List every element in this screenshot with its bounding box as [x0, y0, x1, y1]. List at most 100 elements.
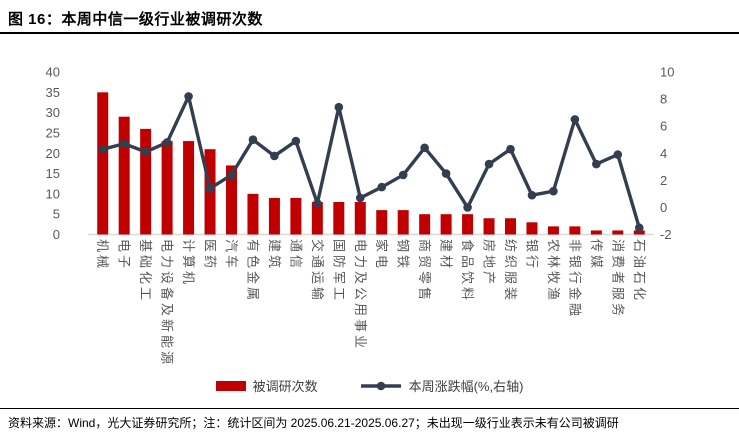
left-axis-tick: 10: [46, 186, 60, 201]
bar: [247, 193, 259, 235]
bar: [569, 226, 581, 235]
x-axis-label: 农林牧渔: [546, 239, 561, 303]
bar: [462, 214, 474, 235]
x-axis-label: 基础化工: [138, 239, 153, 303]
x-axis-label: 电力及公用事业: [353, 239, 368, 351]
bar: [483, 218, 495, 235]
bar: [311, 202, 323, 235]
bar: [268, 197, 280, 235]
line-point: [463, 203, 472, 212]
legend-label: 本周涨跌幅(%,右轴): [408, 379, 524, 394]
x-axis-label: 机械: [95, 239, 110, 271]
line-point: [506, 144, 515, 154]
left-axis-tick: 5: [53, 207, 60, 222]
line-point: [355, 193, 365, 203]
line-point: [162, 138, 172, 147]
bar: [376, 210, 388, 235]
x-axis-label: 商贸零售: [417, 239, 432, 303]
bar: [440, 214, 452, 235]
x-axis-label: 建材: [439, 239, 454, 271]
left-axis-tick: 40: [46, 65, 60, 80]
line-point: [334, 102, 344, 112]
right-axis-tick: -2: [660, 227, 672, 242]
line-point: [270, 151, 279, 161]
line-point: [549, 186, 558, 196]
line-dot-swatch-icon: [360, 381, 401, 390]
bar: [140, 128, 152, 235]
line-point: [119, 139, 129, 149]
line-point: [613, 150, 623, 159]
footer-rule: [0, 408, 739, 409]
right-axis-tick: 4: [660, 146, 667, 161]
x-axis-label: 房地产: [482, 239, 497, 287]
x-axis-label: 汽车: [224, 239, 239, 271]
x-axis-label: 消费者服务: [610, 239, 625, 319]
bar: [419, 214, 431, 235]
x-axis-label: 有色金属: [245, 239, 260, 303]
left-axis-tick: 35: [46, 85, 60, 100]
line-point: [441, 169, 451, 178]
line-point: [227, 170, 236, 180]
right-axis-tick: 2: [660, 173, 667, 188]
line-point: [98, 144, 108, 154]
x-axis-label: 石油石化: [632, 239, 647, 303]
x-axis-label: 医药: [203, 239, 218, 271]
right-axis-tick: 10: [660, 65, 674, 80]
x-axis-label: 非银行金融: [567, 239, 582, 319]
legend-item-line-series: 本周涨跌幅(%,右轴): [360, 376, 524, 395]
left-axis-tick: 20: [46, 146, 60, 161]
figure-title: 图 16：本周中信一级行业被调研次数: [8, 11, 263, 28]
line-point: [484, 159, 494, 169]
bar-swatch-icon: [215, 380, 246, 391]
bar: [290, 197, 302, 235]
x-axis-label: 食品饮料: [460, 239, 475, 303]
bar: [397, 210, 409, 235]
line-point: [527, 190, 537, 200]
left-axis-tick: 0: [53, 227, 60, 242]
bar: [118, 116, 130, 235]
line-point: [570, 115, 580, 124]
left-axis-tick: 15: [46, 166, 60, 181]
x-axis-label: 银行: [524, 239, 539, 271]
bar: [612, 230, 624, 235]
chart-canvas: 0 5 10 15 20 25 30 35 40 -2 0 2 4 6 8 10 机械 电子 基础化工 电力设备及新能…: [46, 65, 675, 368]
right-axis-tick: 8: [660, 92, 667, 107]
x-axis-label: 电力设备及新能源: [160, 239, 175, 367]
x-axis-label: 计算机: [181, 239, 196, 287]
right-axis-tick: 0: [660, 200, 667, 215]
line-point: [377, 182, 387, 192]
line-point: [420, 143, 429, 153]
title-rule: [0, 32, 739, 34]
bar: [226, 165, 237, 235]
bar: [97, 92, 109, 235]
x-axis-label: 纺织服装: [503, 239, 518, 303]
bar: [547, 226, 559, 235]
x-axis-label: 电子: [117, 239, 132, 271]
x-axis-label: 建筑: [267, 239, 282, 271]
x-axis-label: 通信: [288, 239, 303, 271]
x-axis-label: 家电: [374, 239, 389, 271]
chart-legend: 被调研次数 本周涨跌幅(%,右轴): [0, 376, 739, 395]
line-point: [398, 170, 408, 180]
legend-label: 被调研次数: [252, 379, 318, 394]
bar: [526, 222, 538, 235]
left-axis-tick: 25: [46, 125, 60, 140]
bar: [183, 141, 195, 235]
bar: [633, 230, 645, 235]
bar: [505, 218, 516, 235]
bar: [590, 230, 602, 235]
line-point: [634, 223, 644, 233]
line-point: [592, 159, 601, 169]
source-note: 资料来源：Wind，光大证券研究所；注：统计区间为 2025.06.21-202…: [8, 416, 619, 430]
right-axis-tick: 6: [660, 119, 667, 134]
x-axis-label: 交通运输: [310, 239, 325, 303]
bar: [354, 202, 366, 235]
line-point: [313, 199, 322, 208]
bar: [161, 141, 173, 235]
left-axis-tick: 30: [46, 105, 60, 120]
bar: [333, 202, 345, 235]
line-point: [141, 147, 150, 157]
line-point: [248, 135, 258, 145]
line-point: [184, 92, 193, 101]
